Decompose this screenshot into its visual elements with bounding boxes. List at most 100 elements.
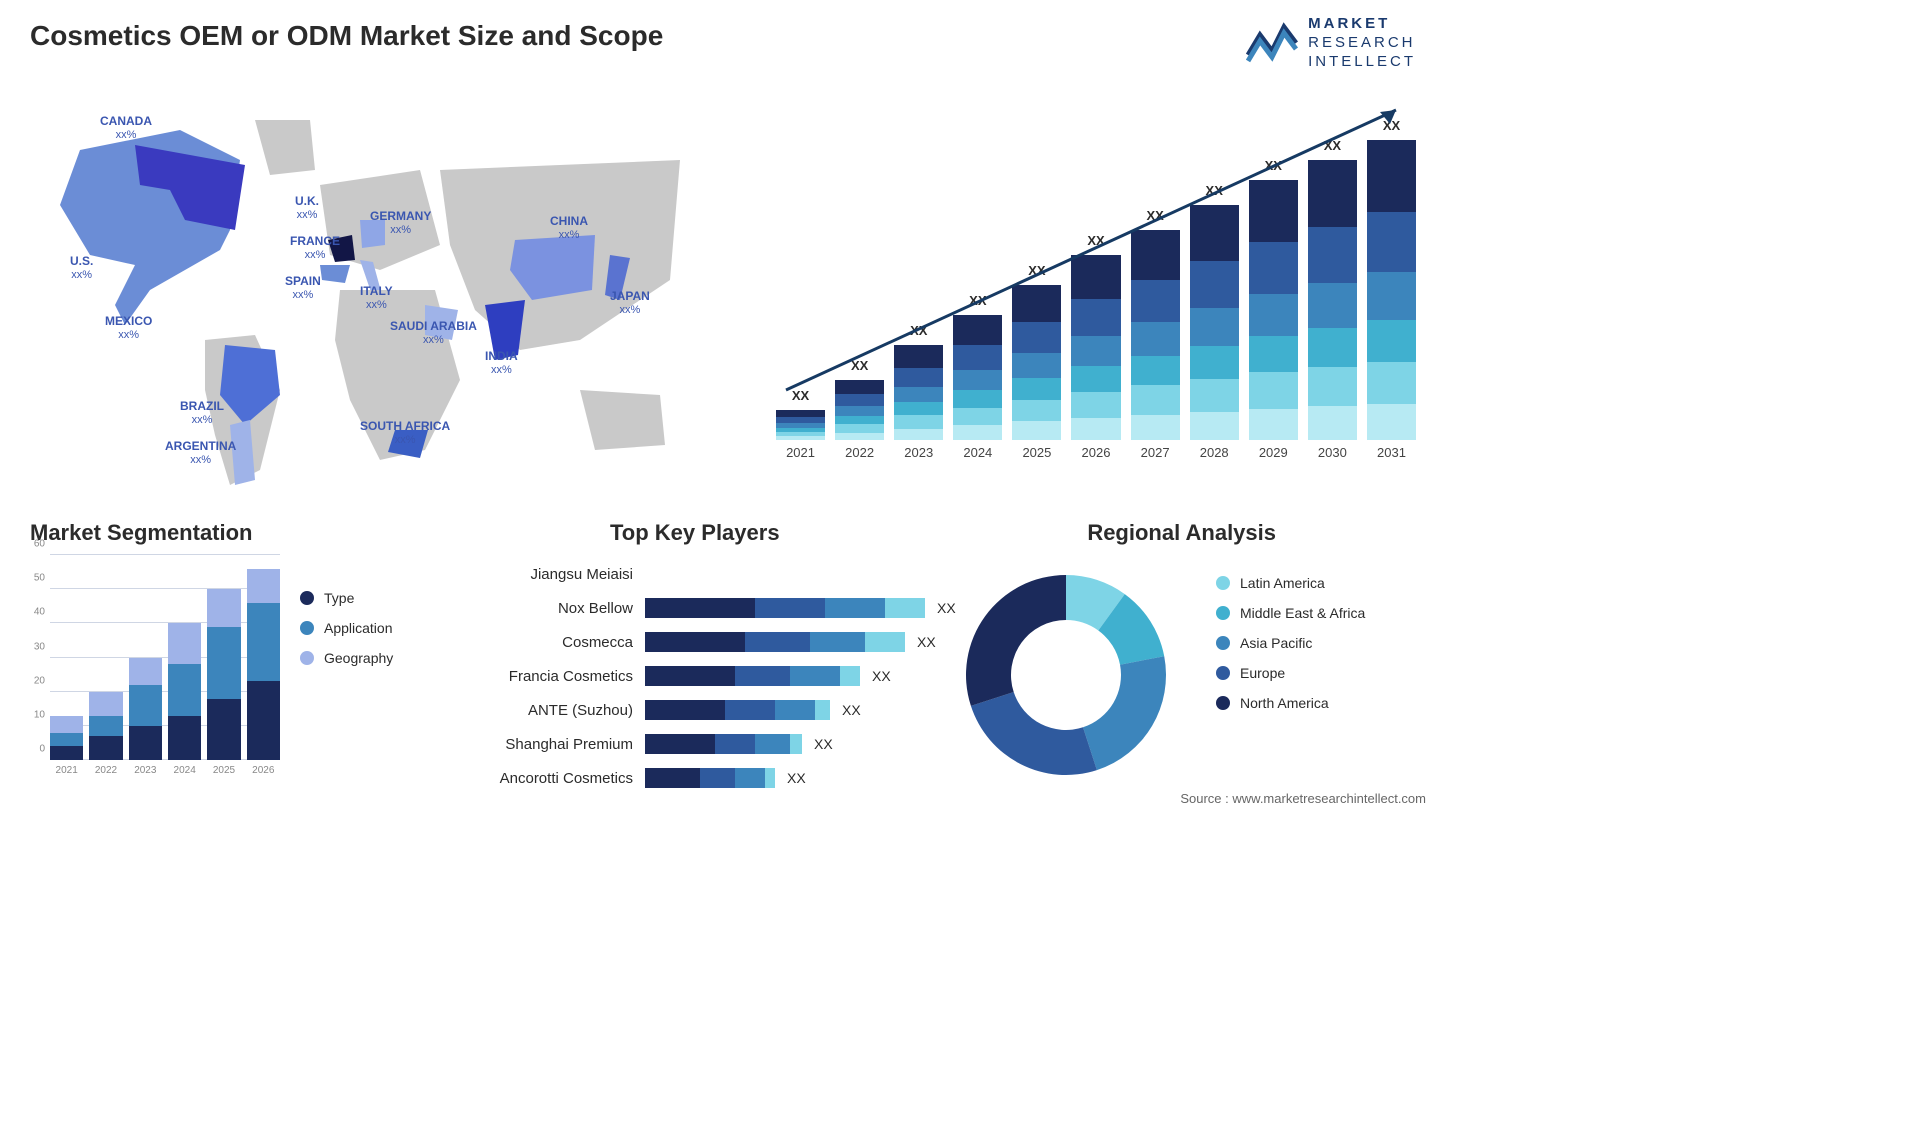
big-bar-seg — [894, 415, 943, 428]
player-bar — [645, 734, 802, 754]
seg-xtick: 2026 — [247, 765, 280, 785]
player-bar — [645, 768, 775, 788]
big-bar-seg — [953, 370, 1002, 390]
page-title: Cosmetics OEM or ODM Market Size and Sco… — [30, 20, 663, 52]
player-bar — [645, 666, 860, 686]
big-bar-seg — [1249, 242, 1298, 294]
big-bar-value: XX — [1308, 138, 1357, 153]
map-label-france: FRANCExx% — [290, 235, 340, 261]
player-bar — [645, 598, 925, 618]
big-xtick: 2021 — [776, 445, 825, 470]
big-bar-seg — [1367, 320, 1416, 362]
seg-legend-item: Geography — [300, 650, 393, 666]
map-label-saudi-arabia: SAUDI ARABIAxx% — [390, 320, 477, 346]
big-bar-value: XX — [776, 388, 825, 403]
big-bar-seg — [1308, 367, 1357, 406]
big-bar-seg — [1367, 272, 1416, 320]
seg-legend-item: Type — [300, 590, 393, 606]
player-value: XX — [937, 600, 956, 616]
player-value: XX — [917, 634, 936, 650]
seg-xtick: 2021 — [50, 765, 83, 785]
big-bar-2021: XX — [776, 410, 825, 440]
player-bar-seg — [790, 734, 802, 754]
big-bar-seg — [1071, 418, 1120, 440]
big-bar-2026: XX — [1071, 255, 1120, 440]
player-value: XX — [787, 770, 806, 786]
big-bar-seg — [1249, 372, 1298, 408]
seg-bar-part — [168, 623, 201, 664]
big-bar-seg — [1012, 378, 1061, 400]
big-bar-seg — [894, 368, 943, 387]
map-label-argentina: ARGENTINAxx% — [165, 440, 236, 466]
player-row: Cosmecca XX — [470, 628, 970, 656]
segmentation-legend: TypeApplicationGeography — [300, 590, 393, 680]
player-bar-seg — [765, 768, 775, 788]
player-bar-seg — [775, 700, 815, 720]
big-bar-seg — [1131, 356, 1180, 385]
player-row: Jiangsu Meiaisi — [470, 560, 970, 588]
big-bar-seg — [1071, 392, 1120, 418]
big-bar-seg — [776, 436, 825, 440]
big-bar-seg — [1367, 212, 1416, 272]
big-bar-value: XX — [1190, 183, 1239, 198]
big-bar-seg — [835, 394, 884, 406]
big-bar-seg — [1190, 308, 1239, 346]
brand-logo: MARKET RESEARCH INTELLECT — [1246, 15, 1416, 71]
big-bar-seg — [953, 408, 1002, 426]
seg-ytick: 50 — [20, 573, 45, 584]
seg-bar-part — [207, 627, 240, 699]
legend-label: Latin America — [1240, 575, 1325, 591]
player-bar-seg — [745, 632, 810, 652]
big-bar-seg — [1190, 346, 1239, 379]
seg-bar-part — [89, 692, 122, 716]
big-bar-seg — [1071, 255, 1120, 299]
big-xtick: 2026 — [1071, 445, 1120, 470]
seg-ytick: 20 — [20, 675, 45, 686]
seg-bar-part — [168, 716, 201, 760]
big-bar-seg — [1367, 140, 1416, 212]
logo-text: MARKET RESEARCH INTELLECT — [1308, 15, 1416, 71]
big-bar-seg — [1012, 353, 1061, 378]
player-bar-seg — [810, 632, 865, 652]
big-bar-seg — [835, 433, 884, 440]
big-bar-seg — [1131, 322, 1180, 356]
big-bar-2030: XX — [1308, 160, 1357, 440]
player-name: ANTE (Suzhou) — [470, 702, 645, 719]
player-bar-seg — [645, 700, 725, 720]
player-bar-seg — [885, 598, 925, 618]
seg-bar-part — [89, 716, 122, 737]
big-bar-seg — [1367, 362, 1416, 404]
player-value: XX — [842, 702, 861, 718]
seg-bar-part — [129, 658, 162, 685]
big-bar-seg — [1249, 294, 1298, 336]
player-name: Jiangsu Meiaisi — [470, 566, 645, 583]
big-bar-value: XX — [894, 323, 943, 338]
seg-bar-part — [129, 726, 162, 760]
seg-bar-2026 — [247, 569, 280, 760]
big-bar-2027: XX — [1131, 230, 1180, 440]
big-bar-value: XX — [1071, 233, 1120, 248]
map-label-germany: GERMANYxx% — [370, 210, 431, 236]
logo-line2: RESEARCH — [1308, 34, 1416, 53]
big-bar-seg — [1012, 322, 1061, 353]
segmentation-chart: 0102030405060 202120222023202420252026 — [20, 555, 280, 785]
big-xtick: 2023 — [894, 445, 943, 470]
donut-slice — [966, 575, 1066, 706]
player-name: Cosmecca — [470, 634, 645, 651]
seg-bar-2021 — [50, 716, 83, 760]
legend-dot-icon — [300, 621, 314, 635]
big-bar-seg — [1190, 261, 1239, 308]
big-bar-seg — [1308, 406, 1357, 440]
legend-dot-icon — [1216, 576, 1230, 590]
big-bar-seg — [953, 315, 1002, 345]
big-bar-seg — [1308, 283, 1357, 328]
player-bar-seg — [735, 666, 790, 686]
player-row: Ancorotti CosmeticsXX — [470, 764, 970, 792]
legend-dot-icon — [1216, 606, 1230, 620]
big-xtick: 2028 — [1190, 445, 1239, 470]
player-bar-seg — [825, 598, 885, 618]
seg-ytick: 60 — [20, 539, 45, 550]
player-bar — [645, 632, 905, 652]
player-bar-seg — [700, 768, 735, 788]
player-bar-seg — [755, 734, 790, 754]
